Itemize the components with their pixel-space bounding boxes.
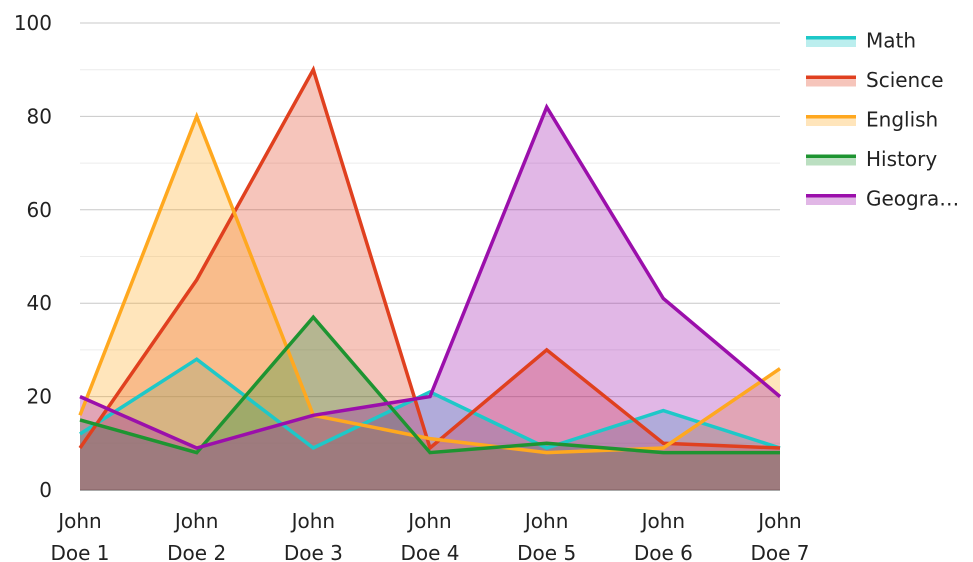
point-science-1	[78, 446, 82, 450]
y-tick-label: 100	[14, 11, 52, 35]
point-english-7	[778, 367, 782, 371]
legend-label: History	[866, 147, 937, 171]
legend-swatch-fill	[806, 194, 856, 205]
line-math	[79, 357, 781, 451]
series-areas	[80, 69, 780, 491]
x-tick-label: Doe 6	[634, 541, 693, 562]
point-geography-1	[78, 395, 82, 399]
y-tick-label: 40	[27, 291, 52, 315]
x-tick-label: Doe 1	[50, 541, 109, 562]
point-history-1	[78, 418, 82, 422]
x-tick-label: John	[640, 509, 686, 533]
legend-item-science[interactable]: Science	[806, 68, 944, 92]
x-tick-label: Doe 5	[517, 541, 576, 562]
legend-swatch-line	[806, 75, 856, 79]
legend-swatch-line	[806, 36, 856, 40]
x-tick-label: Doe 7	[750, 541, 809, 562]
point-history-7	[778, 451, 782, 455]
legend-swatch-line	[806, 115, 856, 119]
point-english-1	[78, 413, 82, 417]
legend-label: Math	[866, 29, 916, 53]
legend-swatch-fill	[806, 115, 856, 126]
area-history	[80, 317, 780, 490]
legend-item-english[interactable]: English	[806, 108, 938, 132]
x-axis: John Doe 1 John Doe 2 John Doe 3 John Doe 4 John…	[50, 509, 809, 562]
point-geography-4	[428, 395, 432, 399]
series-lines	[78, 65, 782, 455]
line-english	[78, 111, 781, 455]
point-history-6	[661, 451, 665, 455]
gridlines	[80, 22, 780, 491]
legend-item-geography[interactable]: Geogra…	[806, 187, 959, 211]
point-science-6	[661, 441, 665, 445]
area-math	[80, 359, 780, 490]
point-history-2	[195, 451, 199, 455]
point-geography-6	[661, 297, 665, 301]
point-history-3	[311, 315, 315, 319]
x-tick-label: Doe 2	[167, 541, 226, 562]
point-math-6	[661, 409, 665, 413]
legend-label: Geogra…	[866, 187, 959, 211]
point-history-4	[428, 451, 432, 455]
point-history-5	[545, 441, 549, 445]
legend-item-history[interactable]: History	[806, 147, 937, 171]
point-science-2	[195, 278, 199, 282]
x-tick-label: John	[56, 509, 102, 533]
legend-swatch-fill	[806, 154, 856, 166]
y-tick-label: 60	[27, 198, 52, 222]
line-geography	[79, 103, 782, 450]
legend-swatch-fill	[806, 75, 856, 87]
x-tick-label: John	[173, 509, 219, 533]
point-english-6	[661, 446, 665, 450]
legend: Math Science English History Geogra…	[806, 29, 959, 211]
legend-swatch-fill	[806, 36, 856, 47]
point-geography-3	[311, 413, 315, 417]
y-tick-label: 0	[39, 478, 52, 502]
x-tick-label: Doe 3	[284, 541, 343, 562]
point-geography-5	[545, 105, 549, 109]
point-science-3	[311, 68, 315, 72]
line-history	[79, 314, 780, 455]
point-english-5	[545, 451, 549, 455]
point-math-2	[195, 357, 199, 361]
point-geography-7	[778, 395, 782, 399]
x-tick-label: John	[523, 509, 569, 533]
point-geography-2	[195, 446, 199, 450]
line-science	[78, 65, 781, 452]
y-tick-label: 80	[27, 104, 52, 128]
x-tick-label: John	[290, 509, 336, 533]
legend-label: English	[866, 108, 938, 132]
legend-label: Science	[866, 68, 944, 92]
x-tick-label: John	[756, 509, 802, 533]
point-math-1	[78, 432, 82, 436]
point-science-7	[778, 446, 782, 450]
area-english	[80, 116, 780, 491]
legend-item-math[interactable]: Math	[806, 29, 916, 53]
x-tick-label: John	[406, 509, 452, 533]
legend-swatch-line	[806, 154, 856, 158]
x-tick-label: Doe 4	[400, 541, 459, 562]
point-science-5	[545, 348, 549, 352]
point-english-4	[428, 437, 432, 441]
y-axis: 0 20 40 60 80 100	[14, 11, 52, 502]
legend-swatch-line	[806, 194, 856, 198]
point-math-5	[545, 446, 549, 450]
y-tick-label: 20	[27, 385, 52, 409]
point-math-3	[311, 446, 315, 450]
point-english-2	[195, 114, 199, 118]
